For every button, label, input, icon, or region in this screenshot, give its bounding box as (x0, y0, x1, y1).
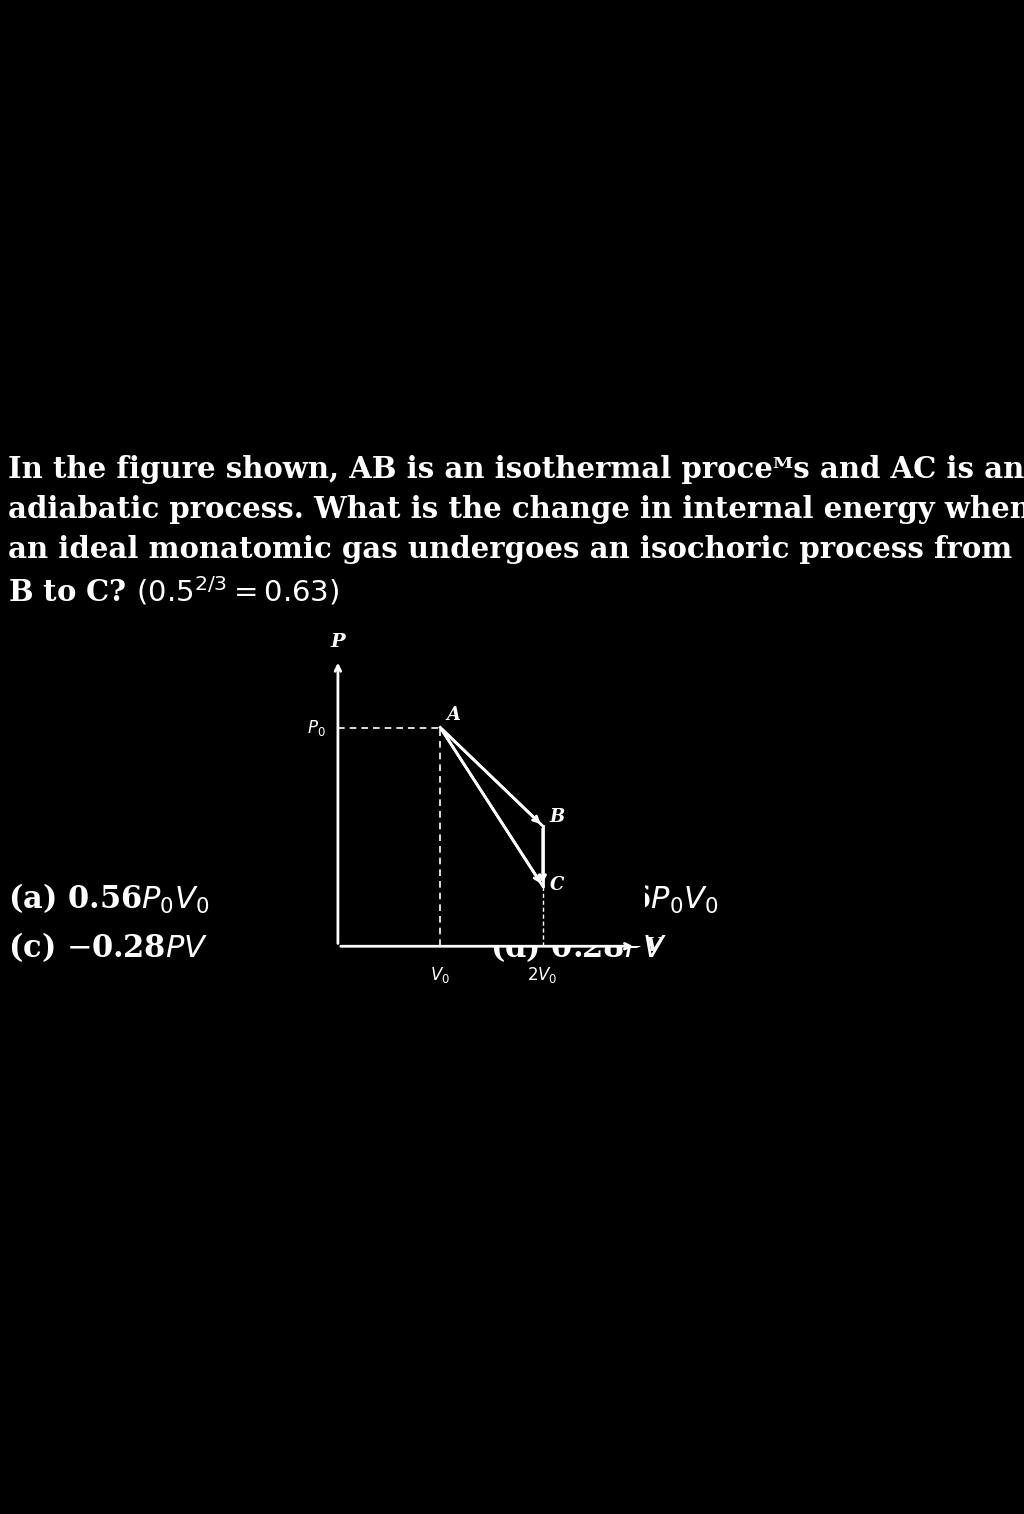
Text: In the figure shown, AB is an isothermal proceᴹs and AC is an: In the figure shown, AB is an isothermal… (8, 456, 1024, 484)
Text: (a) 0.56$P_0V_0$: (a) 0.56$P_0V_0$ (8, 883, 209, 916)
Text: $2V_0$: $2V_0$ (527, 964, 558, 984)
Text: B to C? $(0.5^{2/3}=0.63)$: B to C? $(0.5^{2/3}=0.63)$ (8, 575, 339, 609)
Text: V: V (646, 937, 662, 955)
Text: an ideal monatomic gas undergoes an isochoric process from: an ideal monatomic gas undergoes an isoc… (8, 534, 1012, 565)
Text: C: C (550, 877, 564, 895)
Text: P: P (331, 633, 345, 651)
Text: A: A (446, 706, 461, 724)
Text: adiabatic process. What is the change in internal energy when: adiabatic process. What is the change in… (8, 495, 1024, 524)
Text: (c) $-$0.28$PV$: (c) $-$0.28$PV$ (8, 930, 208, 964)
Text: $V_0$: $V_0$ (430, 964, 451, 984)
Text: B: B (550, 807, 565, 825)
Text: (b) $-$0.56$P_0V_0$: (b) $-$0.56$P_0V_0$ (490, 883, 719, 916)
Text: (d) 0.28$PV$: (d) 0.28$PV$ (490, 930, 668, 964)
Text: $P_0$: $P_0$ (307, 718, 326, 737)
